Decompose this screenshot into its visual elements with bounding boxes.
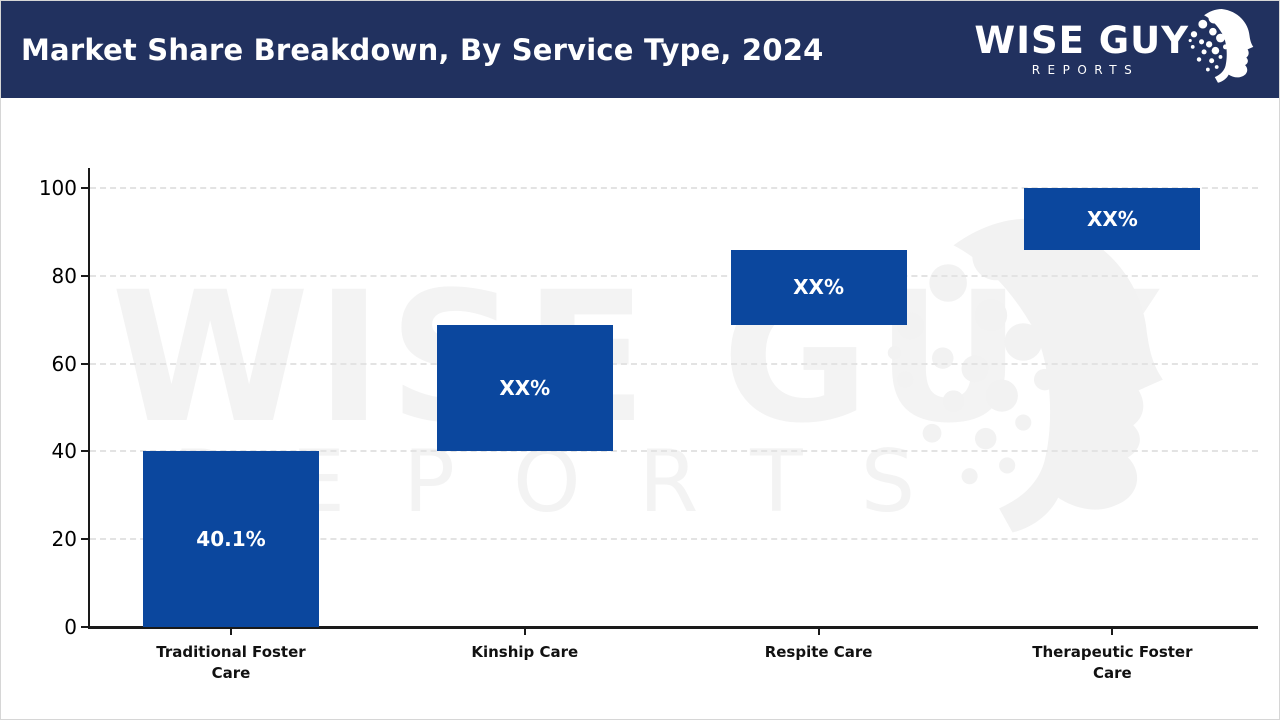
x-axis-line xyxy=(88,626,1258,629)
bar-value-label-respite-care: XX% xyxy=(793,275,845,300)
bar-therapeutic-foster-care: XX% xyxy=(1024,188,1201,250)
logo-text: WISE GUY REPORTS xyxy=(974,22,1189,77)
y-tick-20 xyxy=(81,538,88,541)
x-tick-traditional-foster-care xyxy=(230,628,232,635)
chart-title: Market Share Breakdown, By Service Type,… xyxy=(21,32,824,67)
bar-traditional-foster-care: 40.1% xyxy=(143,450,319,627)
y-tick-label-40: 40 xyxy=(51,439,77,464)
x-tick-kinship-care xyxy=(523,628,526,635)
y-tick-label-20: 20 xyxy=(51,527,77,552)
y-tick-label-0: 0 xyxy=(64,615,77,639)
watermark-wordmark: WISE GUY xyxy=(111,254,1165,463)
gridline-20 xyxy=(90,538,1258,541)
y-tick-60 xyxy=(81,362,88,365)
gridline-80 xyxy=(90,274,1258,277)
y-tick-100 xyxy=(81,187,88,189)
x-tick-therapeutic-foster-care xyxy=(1111,628,1114,635)
bar-kinship-care: XX% xyxy=(436,324,613,451)
wiseguy-logo: WISE GUY REPORTS xyxy=(974,8,1261,91)
x-label-kinship-care: Kinship Care xyxy=(471,643,579,661)
x-tick-respite-care xyxy=(817,628,820,635)
logo-subtext: REPORTS xyxy=(1031,63,1140,77)
y-tick-40 xyxy=(81,450,88,453)
bar-value-label-traditional-foster-care: 40.1% xyxy=(196,526,266,551)
logo-wordmark: WISE GUY xyxy=(974,19,1189,62)
bar-value-label-kinship-care: XX% xyxy=(499,375,551,400)
y-tick-label-60: 60 xyxy=(51,351,77,376)
bar-respite-care: XX% xyxy=(730,249,907,325)
x-label-traditional-foster-care: Traditional Foster Care xyxy=(156,643,306,682)
gridline-100 xyxy=(90,187,1258,189)
y-tick-80 xyxy=(81,274,88,277)
y-tick-label-100: 100 xyxy=(38,176,77,200)
x-label-therapeutic-foster-care: Therapeutic Foster Care xyxy=(1032,643,1193,682)
gridline-40 xyxy=(90,450,1258,453)
y-axis-line xyxy=(88,168,90,629)
gridline-60 xyxy=(90,362,1258,365)
logo-head-icon xyxy=(1188,8,1254,83)
y-tick-label-80: 80 xyxy=(51,263,77,288)
header: Market Share Breakdown, By Service Type,… xyxy=(1,1,1279,98)
y-tick-0 xyxy=(81,626,88,628)
bar-value-label-therapeutic-foster-care: XX% xyxy=(1086,206,1138,231)
x-label-respite-care: Respite Care xyxy=(764,643,873,661)
